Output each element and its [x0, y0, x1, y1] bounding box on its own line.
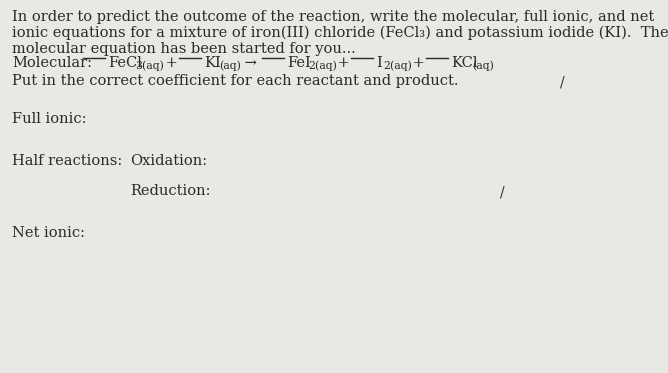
Text: Oxidation:: Oxidation:	[130, 154, 207, 168]
Text: 2(aq): 2(aq)	[308, 60, 337, 70]
Text: Net ionic:: Net ionic:	[12, 226, 85, 240]
Text: +: +	[333, 56, 355, 70]
Text: FeI: FeI	[287, 56, 311, 70]
Text: I: I	[376, 56, 381, 70]
Text: →: →	[240, 56, 261, 70]
Text: (aq): (aq)	[472, 60, 494, 70]
Text: +: +	[408, 56, 430, 70]
Text: +: +	[161, 56, 182, 70]
Text: (aq): (aq)	[219, 60, 241, 70]
Text: 2(aq): 2(aq)	[383, 60, 412, 70]
Text: Full ionic:: Full ionic:	[12, 112, 86, 126]
Text: 3(aq): 3(aq)	[135, 60, 164, 70]
Text: KI: KI	[204, 56, 220, 70]
Text: /: /	[500, 186, 504, 200]
Text: KCl: KCl	[451, 56, 478, 70]
Text: Reduction:: Reduction:	[130, 184, 210, 198]
Text: In order to predict the outcome of the reaction, write the molecular, full ionic: In order to predict the outcome of the r…	[12, 10, 654, 24]
Text: FeCl: FeCl	[108, 56, 142, 70]
Text: molecular equation has been started for you...: molecular equation has been started for …	[12, 42, 356, 56]
Text: ionic equations for a mixture of iron(III) chloride (FeCl₃) and potassium iodide: ionic equations for a mixture of iron(II…	[12, 26, 668, 40]
Text: /: /	[560, 76, 564, 90]
Text: Put in the correct coefficient for each reactant and product.: Put in the correct coefficient for each …	[12, 74, 458, 88]
Text: Molecular:: Molecular:	[12, 56, 92, 70]
Text: Half reactions:: Half reactions:	[12, 154, 122, 168]
